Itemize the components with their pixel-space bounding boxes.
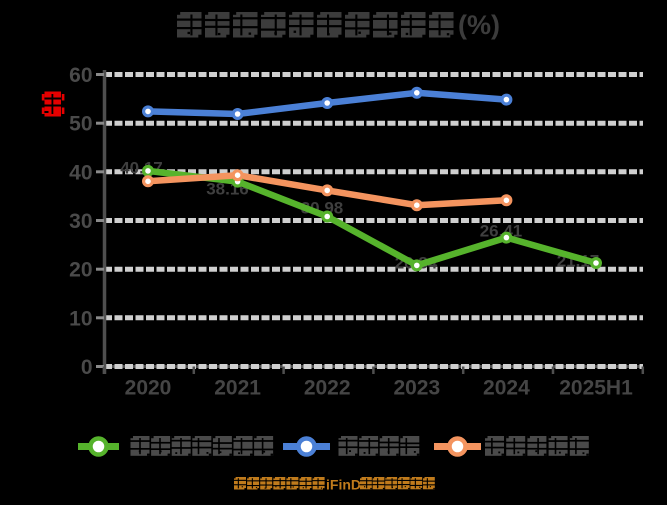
svg-text:10: 10 — [69, 307, 92, 330]
svg-text:(%): (%) — [458, 10, 500, 40]
svg-text:2021: 2021 — [214, 377, 261, 400]
svg-text:2022: 2022 — [304, 377, 351, 400]
svg-text:20: 20 — [69, 259, 92, 282]
svg-text:2024: 2024 — [483, 377, 530, 400]
svg-text:iFinD: iFinD — [326, 477, 361, 493]
svg-text:60: 60 — [69, 64, 92, 87]
svg-text:2025H1: 2025H1 — [559, 377, 633, 400]
svg-text:40: 40 — [69, 161, 92, 184]
svg-text:0: 0 — [81, 356, 93, 379]
svg-text:30: 30 — [69, 210, 92, 233]
svg-text:50: 50 — [69, 113, 92, 136]
svg-text:2023: 2023 — [393, 377, 440, 400]
svg-text:2020: 2020 — [125, 377, 172, 400]
